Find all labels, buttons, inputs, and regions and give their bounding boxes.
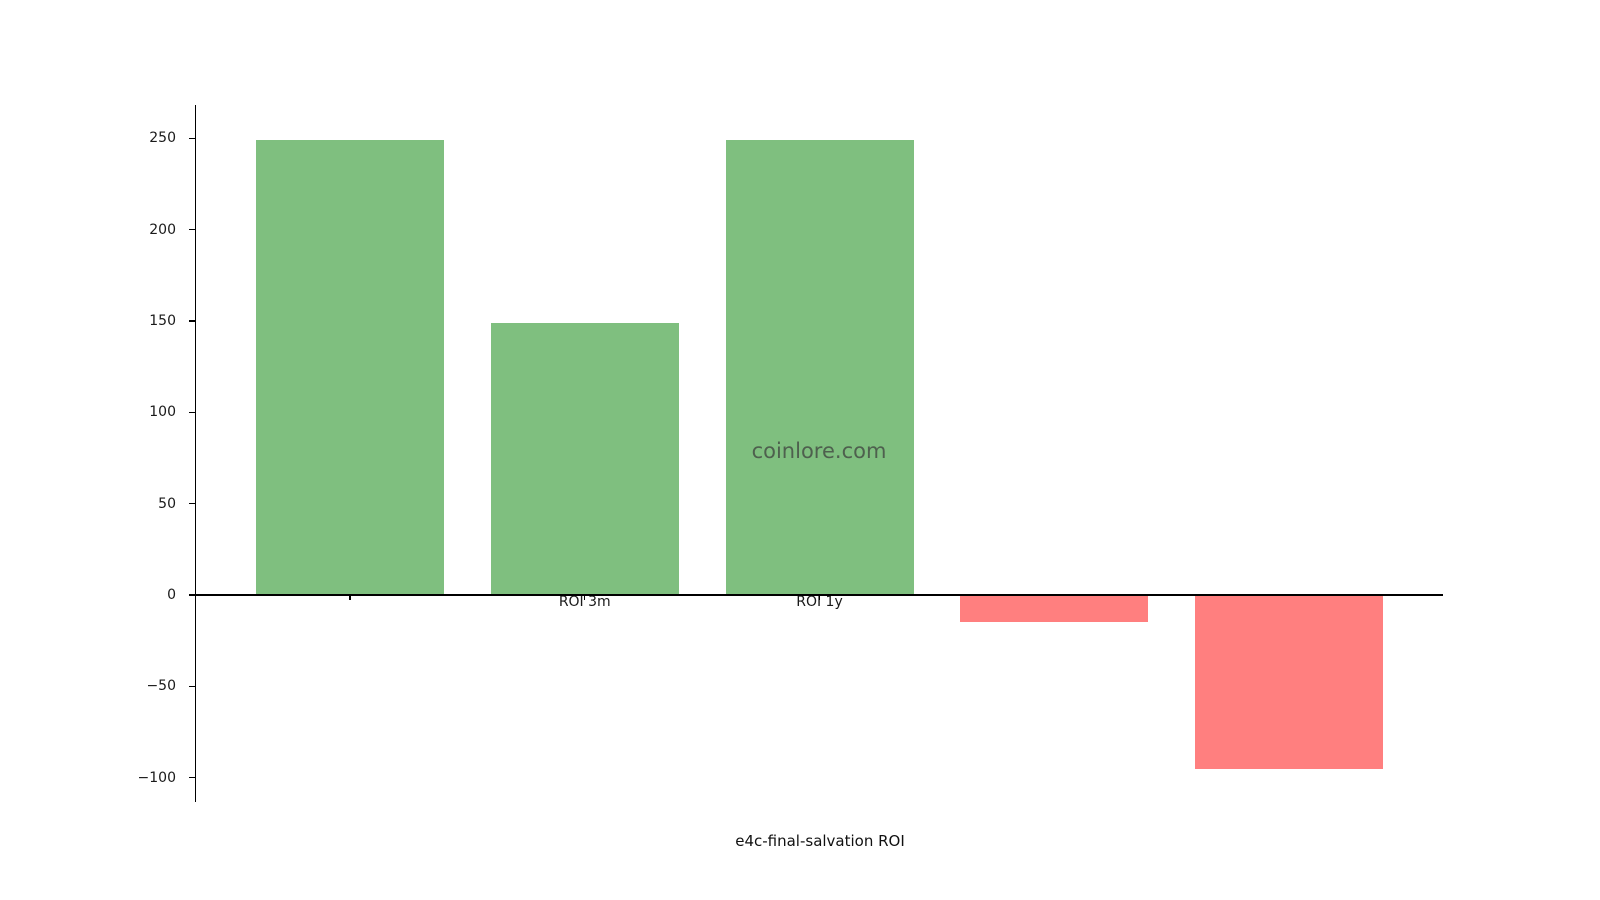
bar-series-1: [256, 140, 444, 595]
y-tick-label: 100: [149, 404, 176, 421]
y-tick-label: 200: [149, 221, 176, 238]
y-tick: [188, 685, 195, 687]
x-tick-label: ROI 1y: [796, 594, 843, 610]
y-tick: [188, 228, 195, 231]
y-tick: [188, 503, 195, 505]
bar-roi-1y: [725, 140, 914, 595]
y-tick: [188, 320, 195, 322]
y-tick-label: −50: [146, 678, 176, 695]
y-tick-label: 250: [149, 130, 176, 147]
y-tick-label: −100: [137, 769, 176, 786]
y-tick-label: 150: [149, 312, 176, 329]
y-tick: [188, 137, 195, 139]
bar-series-4: [960, 595, 1149, 623]
y-tick-label: 50: [158, 495, 176, 512]
bar-series-5: [1195, 595, 1383, 769]
y-axis-spine: [194, 105, 196, 802]
y-tick-label: 0: [167, 587, 176, 603]
x-tick: [818, 595, 821, 600]
x-tick: [584, 595, 586, 600]
x-tick-label: ROI 3m: [558, 594, 611, 610]
chart-title: e4c-final-salvation ROI: [735, 832, 905, 850]
y-tick: [188, 411, 195, 413]
x-tick: [349, 595, 351, 600]
watermark-text: coinlore.com: [751, 439, 887, 463]
y-tick: [188, 777, 195, 779]
x-axis-zero-line: [196, 594, 1443, 596]
y-tick: [188, 594, 195, 596]
bar-roi-3m: [490, 322, 679, 595]
